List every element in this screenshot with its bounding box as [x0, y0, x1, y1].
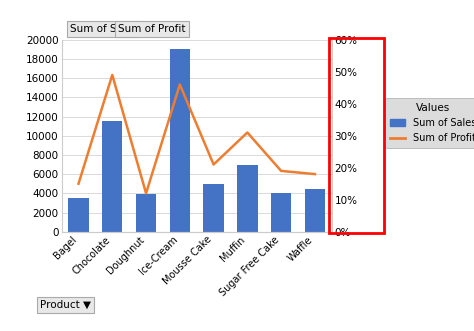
Bar — [305, 189, 325, 232]
Bar — [68, 198, 89, 232]
Bar — [170, 49, 190, 232]
Bar — [271, 193, 291, 232]
Text: Sum of Profit: Sum of Profit — [118, 24, 186, 34]
Text: Product ▼: Product ▼ — [40, 300, 91, 310]
Bar — [237, 165, 257, 232]
Text: Sum of Sales: Sum of Sales — [70, 24, 137, 34]
Bar — [203, 184, 224, 232]
Bar — [136, 194, 156, 232]
Bar — [102, 121, 122, 232]
Legend: Sum of Sales, Sum of Profit: Sum of Sales, Sum of Profit — [385, 98, 474, 148]
